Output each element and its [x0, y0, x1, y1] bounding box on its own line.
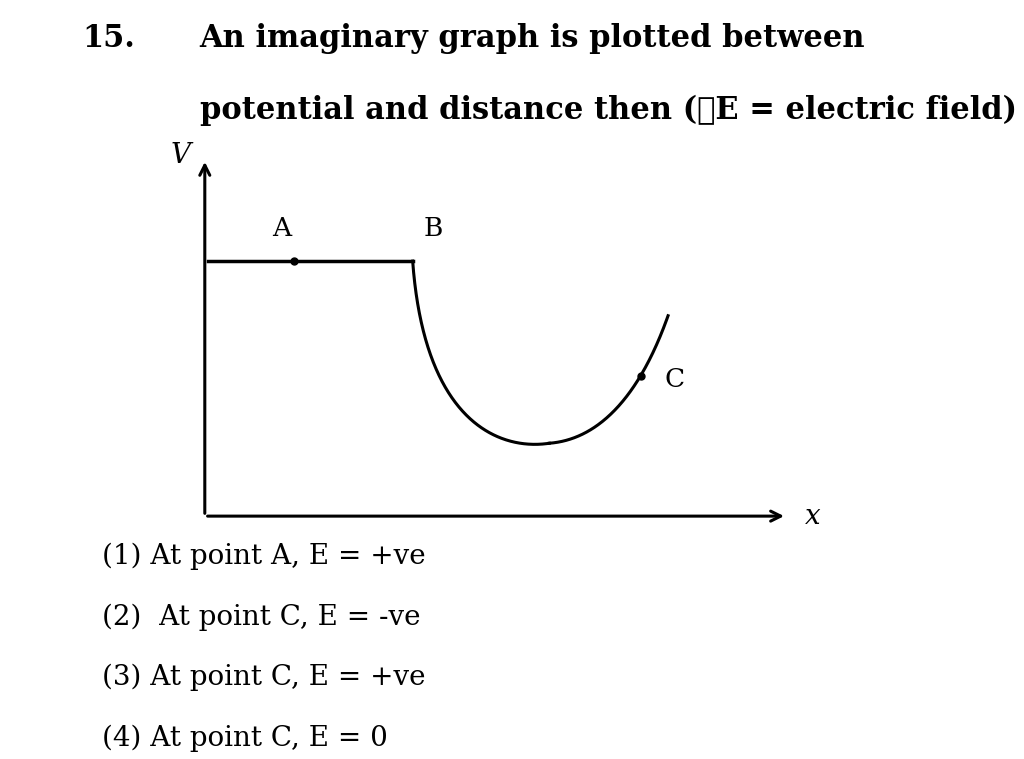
Text: (4) At point C, E = 0: (4) At point C, E = 0: [102, 725, 388, 752]
Text: A: A: [272, 216, 292, 241]
Text: B: B: [424, 216, 443, 241]
Text: x: x: [805, 502, 820, 530]
Text: (3) At point C, E = +ve: (3) At point C, E = +ve: [102, 664, 426, 691]
Text: An imaginary graph is plotted between: An imaginary graph is plotted between: [200, 23, 865, 54]
Text: (2)  At point C, E = -ve: (2) At point C, E = -ve: [102, 603, 421, 631]
Text: potential and distance then (⃗E = electric field): potential and distance then (⃗E = electr…: [200, 95, 1017, 126]
Text: C: C: [665, 367, 685, 392]
Text: V: V: [171, 142, 191, 169]
Text: 15.: 15.: [82, 23, 135, 54]
Text: (1) At point A, E = +ve: (1) At point A, E = +ve: [102, 543, 426, 570]
